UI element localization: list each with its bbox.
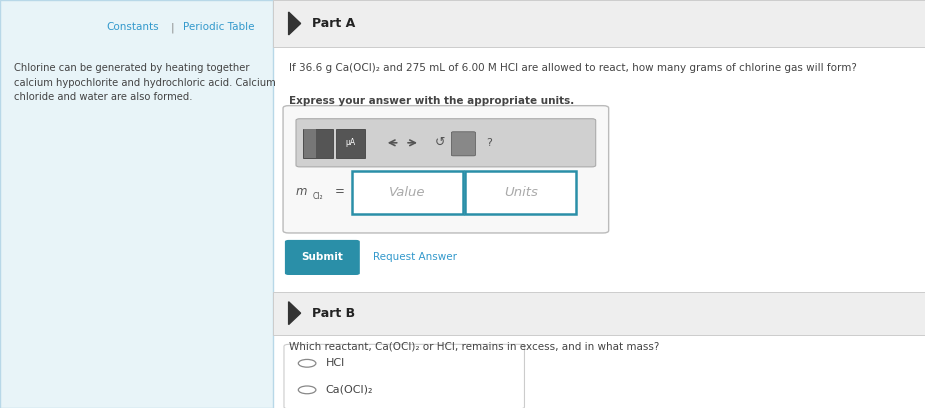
FancyBboxPatch shape bbox=[465, 171, 576, 214]
Text: Chlorine can be generated by heating together
calcium hypochlorite and hydrochlo: Chlorine can be generated by heating tog… bbox=[14, 63, 276, 102]
FancyBboxPatch shape bbox=[284, 344, 524, 408]
Text: Which reactant, Ca(OCl)₂ or HCl, remains in excess, and in what mass?: Which reactant, Ca(OCl)₂ or HCl, remains… bbox=[289, 341, 659, 352]
FancyBboxPatch shape bbox=[451, 132, 475, 156]
FancyBboxPatch shape bbox=[283, 106, 609, 233]
FancyBboxPatch shape bbox=[273, 292, 925, 335]
Text: Request Answer: Request Answer bbox=[373, 253, 457, 262]
FancyBboxPatch shape bbox=[296, 119, 596, 167]
Text: If 36.6 g Ca(OCl)₂ and 275 mL of 6.00 M HCl are allowed to react, how many grams: If 36.6 g Ca(OCl)₂ and 275 mL of 6.00 M … bbox=[289, 63, 857, 73]
Polygon shape bbox=[289, 302, 301, 325]
Text: Submit: Submit bbox=[302, 253, 343, 262]
Text: ?: ? bbox=[487, 138, 492, 148]
Text: μA: μA bbox=[346, 138, 355, 147]
Text: Ca(OCl)₂: Ca(OCl)₂ bbox=[326, 385, 373, 395]
FancyBboxPatch shape bbox=[352, 171, 462, 214]
Text: Periodic Table: Periodic Table bbox=[183, 22, 254, 33]
Text: m: m bbox=[296, 185, 307, 198]
Text: Value: Value bbox=[388, 186, 426, 199]
Text: Constants: Constants bbox=[106, 22, 159, 33]
Polygon shape bbox=[289, 12, 301, 35]
Circle shape bbox=[298, 359, 316, 367]
Text: |: | bbox=[171, 22, 175, 33]
Text: Units: Units bbox=[504, 186, 537, 199]
FancyBboxPatch shape bbox=[273, 0, 925, 47]
Text: ↺: ↺ bbox=[435, 135, 446, 149]
FancyBboxPatch shape bbox=[0, 0, 273, 408]
Text: Express your answer with the appropriate units.: Express your answer with the appropriate… bbox=[289, 96, 574, 106]
Text: Part B: Part B bbox=[312, 307, 355, 319]
FancyBboxPatch shape bbox=[336, 129, 365, 158]
Text: =: = bbox=[335, 185, 345, 198]
FancyBboxPatch shape bbox=[303, 129, 333, 158]
Text: HCl: HCl bbox=[326, 358, 345, 368]
Text: Part A: Part A bbox=[312, 17, 355, 30]
FancyBboxPatch shape bbox=[285, 240, 360, 275]
Circle shape bbox=[298, 386, 316, 394]
FancyBboxPatch shape bbox=[304, 129, 316, 158]
Text: Cl₂: Cl₂ bbox=[313, 192, 323, 201]
